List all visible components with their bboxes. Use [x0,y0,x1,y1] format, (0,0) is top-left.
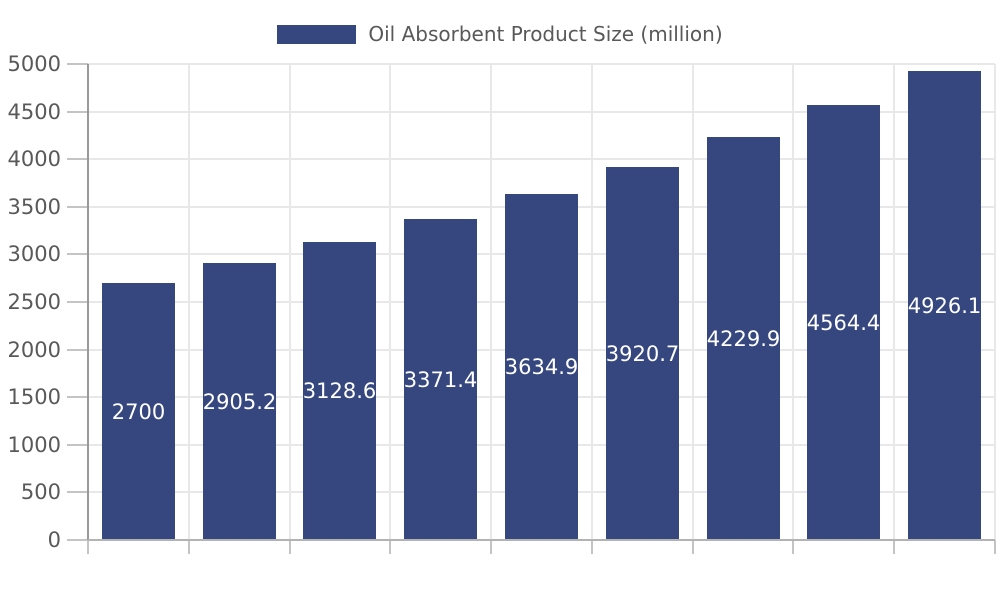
y-axis-tick [67,111,88,113]
y-axis-tick-label: 4000 [7,147,61,171]
y-axis-tick [67,206,88,208]
bar: 3634.9 [505,194,578,540]
bar-value-label: 3634.9 [504,355,579,379]
y-axis-tick-label: 2000 [7,338,61,362]
x-axis-tick [389,540,391,554]
y-axis-tick [67,349,88,351]
y-axis-tick [67,491,88,493]
y-axis-tick [67,253,88,255]
legend: Oil Absorbent Product Size (million) [0,22,1000,46]
bar: 4926.1 [908,71,981,540]
x-axis-tick [490,540,492,554]
y-axis-tick [67,158,88,160]
bar-value-label: 4926.1 [907,293,982,318]
horizontal-gridline [88,111,995,113]
y-axis-tick-label: 500 [20,480,61,504]
y-axis-tick-label: 0 [47,528,61,552]
y-axis-tick [67,539,88,541]
x-axis-tick [87,540,89,554]
plot-area: 0 500 1000 1500 2000 2500 3000 3500 4000 4500 5000… [8,52,996,554]
x-axis-tick [792,540,794,554]
bar-value-label: 4229.9 [706,326,781,351]
bar-value-label: 2905.2 [202,389,277,414]
horizontal-gridline [88,63,995,65]
vertical-gridline [994,64,996,540]
x-axis-tick [289,540,291,554]
y-axis-tick [67,63,88,65]
vertical-gridline [289,64,291,540]
vertical-gridline [893,64,895,540]
bar: 3371.4 [404,219,477,540]
vertical-gridline [591,64,593,540]
y-axis-tick-label: 3500 [7,195,61,219]
y-axis-tick [67,444,88,446]
y-axis-tick-label: 4500 [7,100,61,124]
x-axis-tick [893,540,895,554]
bar-value-label: 3128.6 [302,379,377,403]
horizontal-gridline [88,158,995,160]
x-axis-tick [994,540,996,554]
x-axis-tick [692,540,694,554]
bar-value-label: 3920.7 [605,341,680,366]
y-axis-tick-label: 1500 [7,385,61,409]
y-axis-tick-label: 3000 [7,242,61,266]
bar: 4229.9 [707,137,780,540]
bar: 2905.2 [203,263,276,540]
legend-swatch-icon [277,24,357,44]
y-axis-tick-label: 1000 [7,433,61,457]
x-axis-line [88,539,995,541]
vertical-gridline [490,64,492,540]
bar-value-label: 4564.4 [806,310,881,335]
bar-value-label: 3371.4 [403,367,478,392]
vertical-gridline [188,64,190,540]
y-axis-tick-label: 5000 [7,52,61,76]
y-axis-tick [67,301,88,303]
vertical-gridline [792,64,794,540]
bar: 4564.4 [807,105,880,540]
legend-item[interactable]: Oil Absorbent Product Size (million) [277,22,723,46]
vertical-gridline [389,64,391,540]
y-axis-tick [67,396,88,398]
legend-label: Oil Absorbent Product Size (million) [368,22,723,46]
bar: 3128.6 [303,242,376,540]
vertical-gridline [692,64,694,540]
y-axis-line [87,64,89,540]
x-axis-tick [591,540,593,554]
bar: 3920.7 [606,167,679,540]
bar: 2700 [102,283,175,540]
y-axis-tick-label: 2500 [7,290,61,314]
bar-value-label: 2700 [111,399,166,424]
x-axis-tick [188,540,190,554]
